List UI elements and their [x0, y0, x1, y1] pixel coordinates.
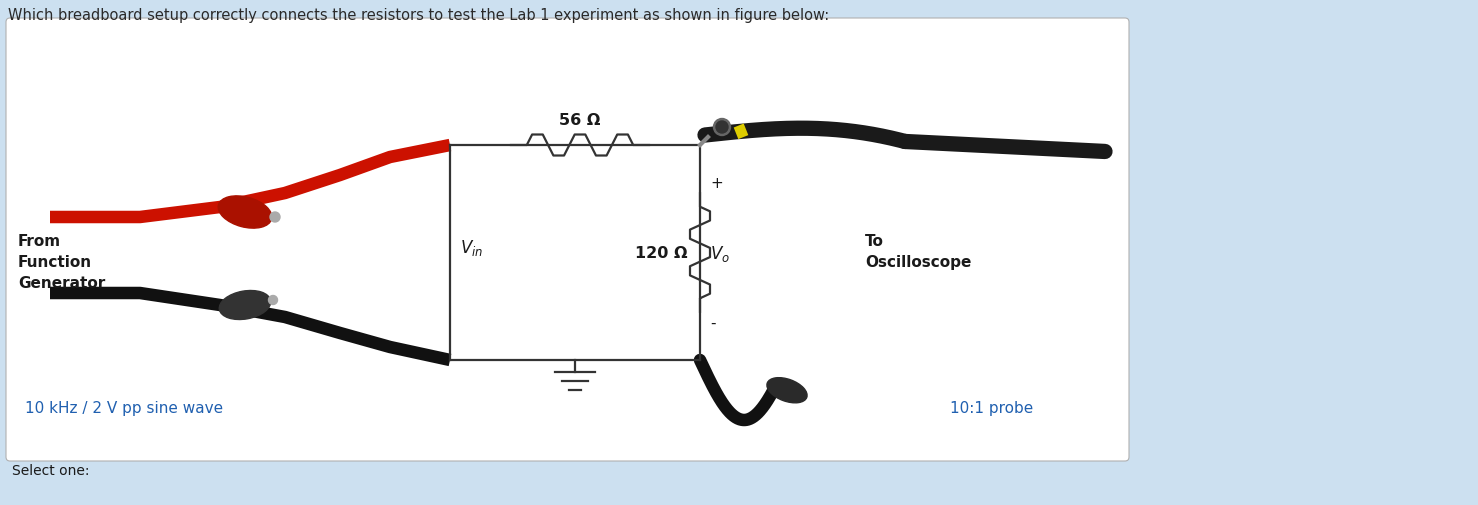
Ellipse shape	[219, 196, 272, 229]
Circle shape	[269, 296, 278, 305]
Text: Which breadboard setup correctly connects the resistors to test the Lab 1 experi: Which breadboard setup correctly connect…	[7, 8, 829, 23]
Text: -: -	[709, 315, 715, 330]
Text: $V_{in}$: $V_{in}$	[460, 238, 483, 258]
Text: $V_o$: $V_o$	[709, 243, 730, 263]
Text: From
Function
Generator: From Function Generator	[18, 233, 105, 290]
Ellipse shape	[219, 291, 270, 320]
Text: +: +	[709, 176, 723, 191]
Ellipse shape	[767, 378, 807, 403]
Circle shape	[714, 119, 730, 136]
Circle shape	[715, 122, 729, 134]
FancyBboxPatch shape	[6, 19, 1129, 461]
Text: 56 Ω: 56 Ω	[559, 113, 600, 128]
Text: 10:1 probe: 10:1 probe	[950, 400, 1033, 415]
Text: 120 Ω: 120 Ω	[636, 245, 687, 261]
Circle shape	[270, 213, 279, 223]
Text: Select one:: Select one:	[12, 463, 90, 477]
Text: To
Oscilloscope: To Oscilloscope	[865, 233, 971, 270]
Text: 10 kHz / 2 V pp sine wave: 10 kHz / 2 V pp sine wave	[25, 400, 223, 415]
